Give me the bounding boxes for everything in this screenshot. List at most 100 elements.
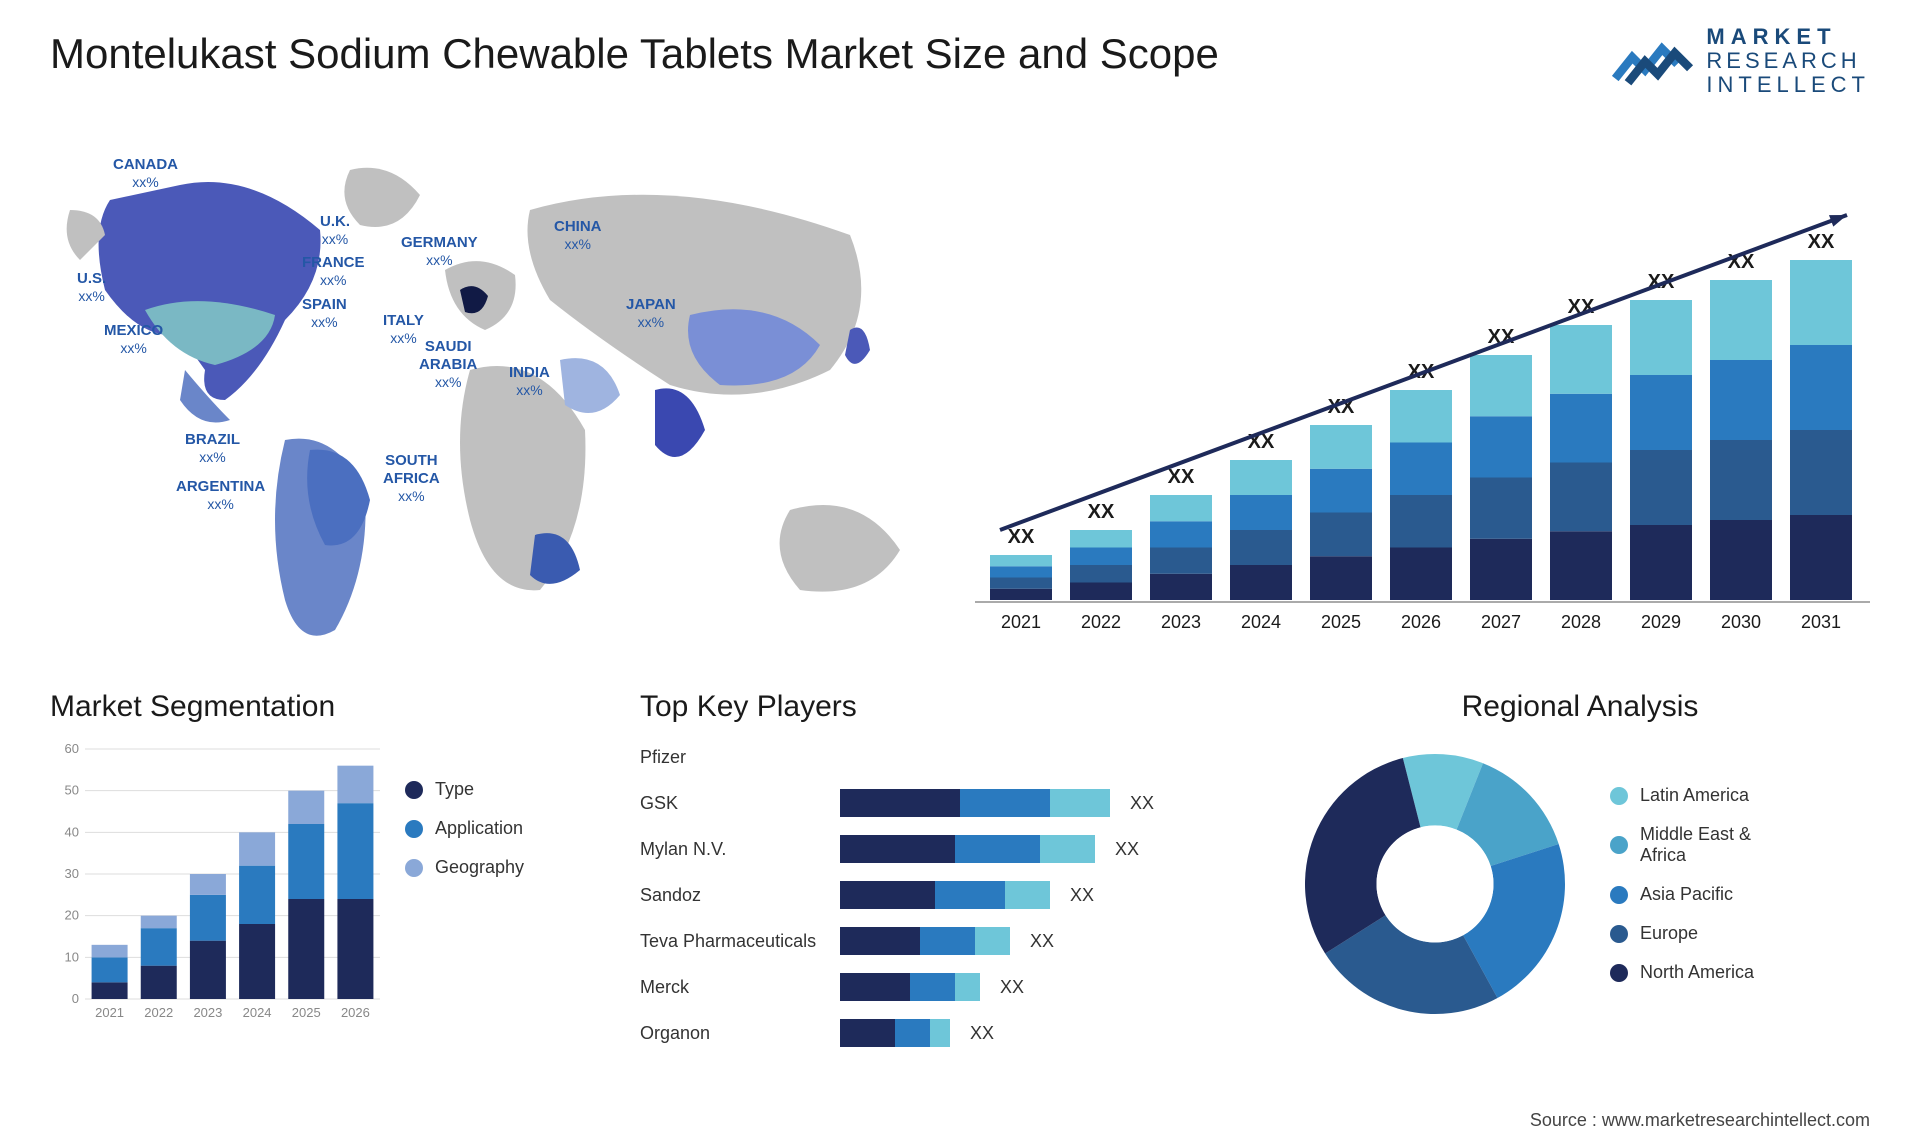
logo-mark-icon (1611, 34, 1696, 89)
player-value: XX (970, 1023, 994, 1044)
player-name: Teva Pharmaceuticals (640, 931, 830, 952)
map-label: CANADAxx% (113, 156, 178, 191)
player-bar (840, 881, 1050, 909)
player-name: Pfizer (640, 747, 830, 768)
player-bar (840, 1019, 950, 1047)
map-label: ITALYxx% (383, 312, 424, 347)
page-title: Montelukast Sodium Chewable Tablets Mark… (50, 30, 1219, 78)
map-label: JAPANxx% (626, 296, 676, 331)
svg-text:XX: XX (1008, 526, 1035, 548)
segmentation-legend: Type Application Geography (405, 779, 524, 878)
legend-item: Latin America (1610, 785, 1754, 806)
player-bar-segment (840, 1019, 895, 1047)
svg-text:2028: 2028 (1561, 612, 1601, 632)
legend-dot-icon (1610, 836, 1628, 854)
legend-item: Asia Pacific (1610, 884, 1754, 905)
legend-dot-icon (405, 781, 423, 799)
player-bar-segment (975, 927, 1010, 955)
logo-line1: MARKET (1706, 25, 1870, 49)
svg-text:XX: XX (1808, 231, 1835, 253)
player-bar-segment (955, 973, 980, 1001)
player-bar (840, 835, 1095, 863)
legend-dot-icon (405, 820, 423, 838)
svg-text:XX: XX (1088, 501, 1115, 523)
players-block: Top Key Players Pfizer GSK XX Mylan N.V. XX S… (640, 690, 1260, 1090)
player-row: SandozXX (640, 877, 1260, 913)
player-value: XX (1030, 931, 1054, 952)
player-bar-segment (1005, 881, 1050, 909)
player-bar (840, 973, 980, 1001)
legend-dot-icon (1610, 925, 1628, 943)
svg-text:2027: 2027 (1481, 612, 1521, 632)
map-label: U.S.xx% (77, 270, 106, 305)
player-bar-segment (840, 835, 955, 863)
player-bar-segment (1050, 789, 1110, 817)
player-row: Merck XX (640, 969, 1260, 1005)
player-bar (840, 789, 1110, 817)
player-value: XX (1130, 793, 1154, 814)
regional-title: Regional Analysis (1290, 690, 1870, 724)
player-bar-segment (930, 1019, 950, 1047)
player-bar-segment (1040, 835, 1095, 863)
legend-item: Type (405, 779, 524, 800)
svg-text:2025: 2025 (1321, 612, 1361, 632)
svg-text:50: 50 (65, 783, 79, 798)
svg-text:2022: 2022 (1081, 612, 1121, 632)
player-bar-segment (895, 1019, 930, 1047)
legend-label: Type (435, 779, 474, 800)
svg-text:40: 40 (65, 824, 79, 839)
legend-item: North America (1610, 962, 1754, 983)
player-name: Merck (640, 977, 830, 998)
svg-text:10: 10 (65, 949, 79, 964)
segmentation-title: Market Segmentation (50, 690, 610, 724)
legend-label: Latin America (1640, 785, 1749, 806)
player-bar (840, 927, 1010, 955)
svg-text:2026: 2026 (1401, 612, 1441, 632)
player-value: XX (1000, 977, 1024, 998)
legend-label: Asia Pacific (1640, 884, 1733, 905)
player-bar-segment (960, 789, 1050, 817)
svg-text:2024: 2024 (243, 1005, 272, 1020)
svg-text:2026: 2026 (341, 1005, 370, 1020)
segmentation-block: Market Segmentation 01020304050602021202… (50, 690, 610, 1090)
regional-donut (1290, 739, 1580, 1029)
player-bar-segment (955, 835, 1040, 863)
svg-text:20: 20 (65, 908, 79, 923)
player-row: Teva Pharmaceuticals XX (640, 923, 1260, 959)
map-label: ARGENTINAxx% (176, 478, 265, 513)
player-name: Mylan N.V. (640, 839, 830, 860)
player-row: GSK XX (640, 785, 1260, 821)
regional-legend: Latin America Middle East &Africa Asia Pac… (1610, 785, 1754, 983)
svg-text:XX: XX (1168, 466, 1195, 488)
svg-text:0: 0 (72, 991, 79, 1006)
player-bar-segment (840, 881, 935, 909)
legend-dot-icon (405, 859, 423, 877)
legend-label: Geography (435, 857, 524, 878)
legend-item: Middle East &Africa (1610, 824, 1754, 866)
legend-label: Application (435, 818, 523, 839)
map-label: MEXICOxx% (104, 322, 163, 357)
map-label: SAUDIARABIAxx% (419, 338, 477, 391)
player-bar-segment (840, 927, 920, 955)
legend-dot-icon (1610, 886, 1628, 904)
players-title: Top Key Players (640, 690, 1260, 724)
map-label: CHINAxx% (554, 218, 602, 253)
svg-text:2029: 2029 (1641, 612, 1681, 632)
player-row: Pfizer (640, 739, 1260, 775)
svg-text:2030: 2030 (1721, 612, 1761, 632)
svg-text:2022: 2022 (144, 1005, 173, 1020)
map-label: FRANCExx% (302, 254, 365, 289)
legend-item: Application (405, 818, 524, 839)
map-label: INDIAxx% (509, 364, 550, 399)
player-name: GSK (640, 793, 830, 814)
segmentation-chart: 0102030405060202120222023202420252026 (50, 739, 380, 1029)
legend-dot-icon (1610, 964, 1628, 982)
logo-line2: RESEARCH (1706, 49, 1870, 73)
map-label: BRAZILxx% (185, 431, 240, 466)
map-label: SOUTHAFRICAxx% (383, 452, 440, 505)
player-bar-segment (910, 973, 955, 1001)
legend-item: Europe (1610, 923, 1754, 944)
brand-logo: MARKET RESEARCH INTELLECT (1611, 25, 1870, 98)
legend-label: Middle East &Africa (1640, 824, 1751, 866)
map-label: GERMANYxx% (401, 234, 478, 269)
